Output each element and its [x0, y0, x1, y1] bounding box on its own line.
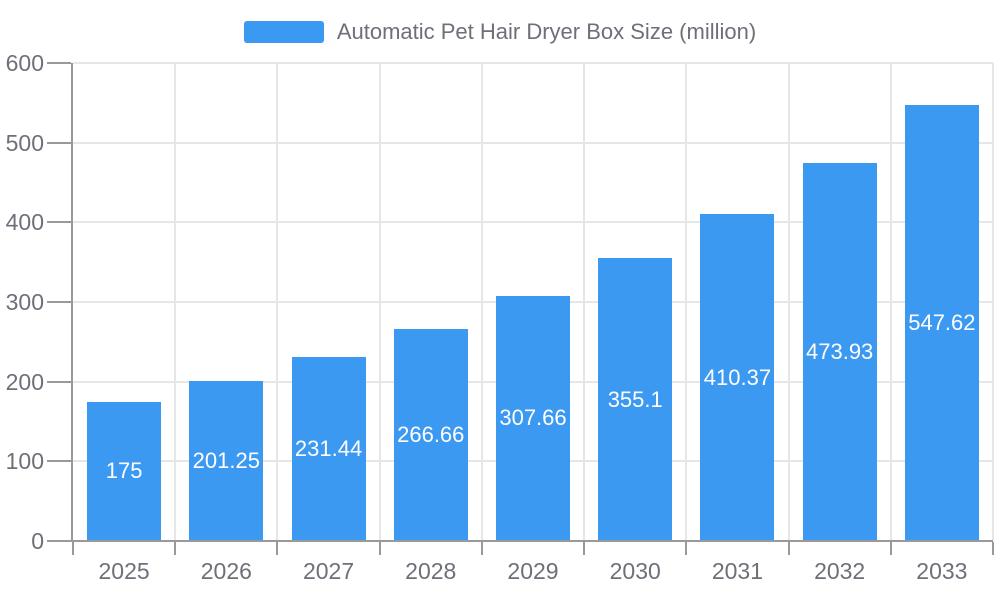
x-tick	[685, 542, 688, 555]
bar-value-label: 355.1	[607, 386, 663, 412]
x-gridline	[480, 63, 483, 541]
y-axis-label: 400	[5, 209, 44, 236]
bar-2025[interactable]: 175	[87, 401, 162, 541]
x-axis-line	[71, 540, 993, 542]
y-axis-line	[71, 63, 73, 541]
legend-item[interactable]: Automatic Pet Hair Dryer Box Size (milli…	[0, 19, 1000, 45]
y-tick	[47, 301, 71, 303]
y-axis-label: 500	[5, 129, 44, 156]
bar-2030[interactable]: 355.1	[598, 258, 673, 541]
y-gridline	[73, 62, 993, 64]
x-axis-label: 2028	[405, 558, 457, 584]
x-tick	[378, 542, 381, 555]
y-axis-label: 200	[5, 368, 44, 395]
legend-label: Automatic Pet Hair Dryer Box Size (milli…	[336, 19, 757, 44]
x-axis-label: 2030	[609, 558, 661, 584]
y-tick	[47, 540, 71, 542]
x-gridline	[378, 63, 381, 541]
y-tick	[47, 221, 71, 224]
x-gridline	[889, 63, 892, 541]
y-tick	[47, 141, 71, 144]
y-tick	[47, 460, 71, 463]
x-tick	[72, 542, 74, 555]
bar-value-label: 175	[105, 458, 143, 484]
x-axis-label: 2025	[98, 558, 150, 584]
bar-2032[interactable]: 473.93	[802, 163, 877, 541]
x-gridline	[992, 63, 994, 541]
bar-value-label: 410.37	[703, 364, 772, 390]
bar-value-label: 473.93	[806, 339, 874, 365]
x-axis-label: 2029	[507, 558, 559, 584]
x-axis-label: 2026	[200, 558, 252, 584]
bar-2028[interactable]: 266.66	[393, 328, 468, 541]
x-gridline	[685, 63, 688, 541]
bar-value-label: 266.66	[397, 421, 465, 447]
x-axis-label: 2027	[302, 558, 355, 584]
bar-value-label: 231.44	[294, 435, 363, 461]
x-tick	[174, 542, 177, 555]
y-axis-label: 0	[31, 528, 44, 554]
bar-2031[interactable]: 410.37	[700, 214, 775, 541]
y-axis-label: 100	[5, 448, 44, 475]
bar-2033[interactable]: 547.62	[904, 104, 979, 541]
bar-value-label: 201.25	[192, 447, 260, 473]
x-tick	[480, 542, 483, 555]
y-axis-label: 600	[5, 50, 44, 76]
y-tick	[47, 380, 71, 383]
x-gridline	[583, 63, 586, 541]
bar-value-label: 547.62	[908, 309, 976, 335]
y-axis-label: 300	[5, 289, 44, 315]
x-tick	[787, 542, 790, 555]
bar-value-label: 307.66	[499, 405, 567, 431]
x-gridline	[787, 63, 790, 541]
x-tick	[889, 542, 892, 555]
x-gridline	[174, 63, 177, 541]
x-gridline	[276, 63, 279, 541]
legend-swatch	[243, 21, 324, 43]
y-tick	[47, 62, 71, 64]
x-axis-label: 2031	[711, 558, 764, 584]
x-axis-label: 2032	[814, 558, 866, 584]
y-gridline	[73, 141, 993, 144]
bar-2026[interactable]: 201.25	[189, 380, 264, 541]
x-axis-label: 2033	[916, 558, 968, 584]
bar-2029[interactable]: 307.66	[496, 295, 570, 541]
x-tick	[583, 542, 586, 555]
x-tick	[992, 542, 994, 555]
x-tick	[276, 542, 279, 555]
y-gridline	[73, 221, 993, 224]
bar-2027[interactable]: 231.44	[291, 356, 366, 541]
